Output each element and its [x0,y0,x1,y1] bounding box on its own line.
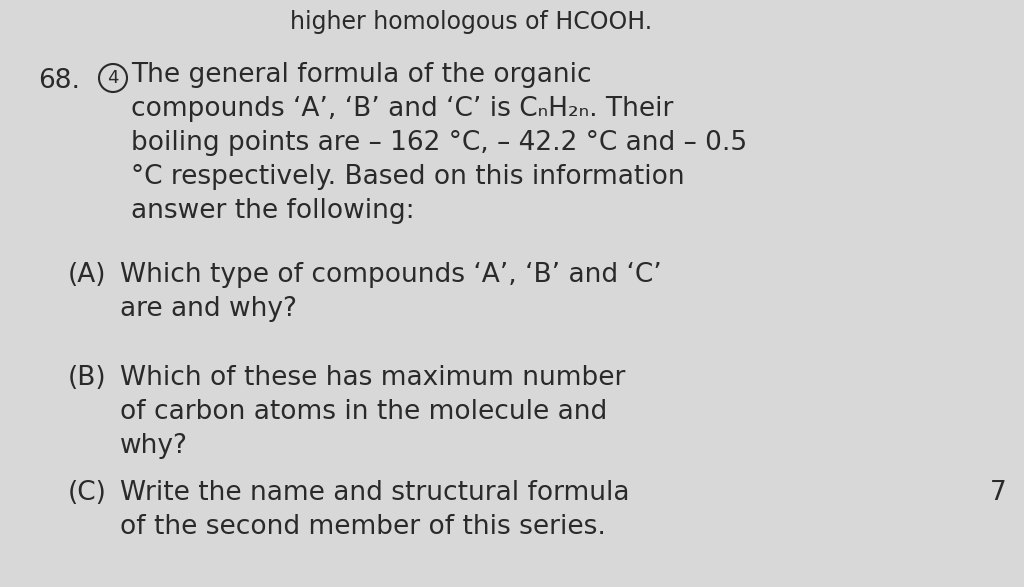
Text: Which of these has maximum number: Which of these has maximum number [120,365,626,391]
Text: boiling points are – 162 °C, – 42.2 °C and – 0.5: boiling points are – 162 °C, – 42.2 °C a… [131,130,748,156]
Text: The general formula of the organic: The general formula of the organic [131,62,592,88]
Text: of carbon atoms in the molecule and: of carbon atoms in the molecule and [120,399,607,425]
Text: why?: why? [120,433,188,459]
Text: °C respectively. Based on this information: °C respectively. Based on this informati… [131,164,685,190]
Text: of the second member of this series.: of the second member of this series. [120,514,606,540]
Text: Write the name and structural formula: Write the name and structural formula [120,480,630,506]
Text: Which type of compounds ‘A’, ‘B’ and ‘C’: Which type of compounds ‘A’, ‘B’ and ‘C’ [120,262,662,288]
Text: 4: 4 [108,69,119,87]
Text: (B): (B) [68,365,106,391]
Text: 68.: 68. [38,68,80,94]
Text: 7: 7 [990,480,1007,506]
Text: (C): (C) [68,480,106,506]
Text: answer the following:: answer the following: [131,198,415,224]
Text: higher homologous of HCOOH.: higher homologous of HCOOH. [290,10,652,34]
Text: (A): (A) [68,262,106,288]
Text: are and why?: are and why? [120,296,297,322]
Text: compounds ‘A’, ‘B’ and ‘C’ is CₙH₂ₙ. Their: compounds ‘A’, ‘B’ and ‘C’ is CₙH₂ₙ. The… [131,96,674,122]
